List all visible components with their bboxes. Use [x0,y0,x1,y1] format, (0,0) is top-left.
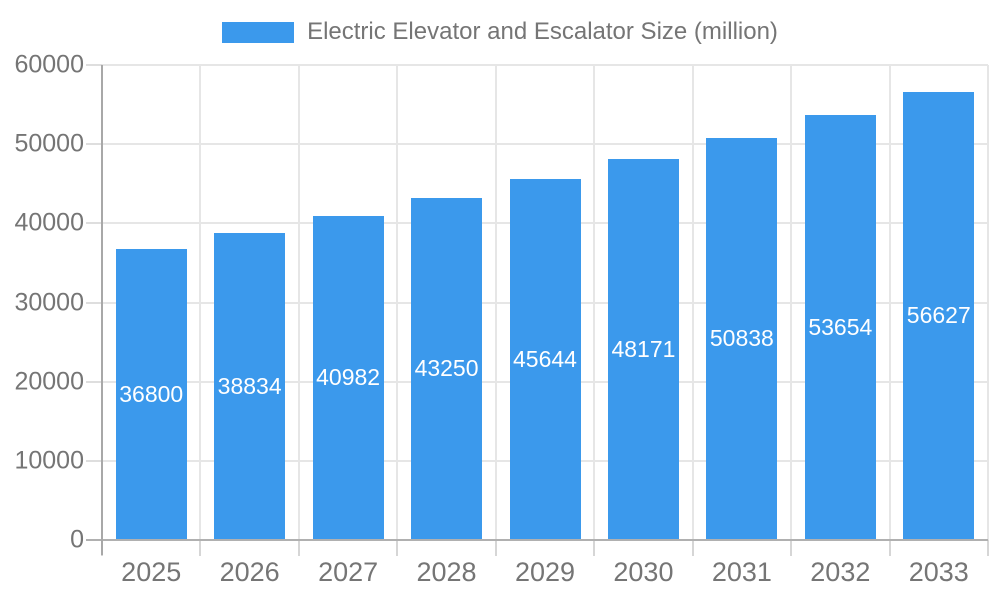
bar-value-label: 48171 [611,335,676,362]
y-tick-label: 0 [70,525,84,554]
y-tick-label: 10000 [14,446,84,475]
x-axis-tick [888,540,891,556]
bar-value-label: 43250 [414,355,479,382]
x-tick-label: 2026 [219,557,280,587]
y-tick-label: 60000 [14,50,84,79]
gridline-vertical [691,65,694,540]
bar-value-label: 36800 [119,380,184,407]
x-tick-label: 2025 [121,557,182,587]
legend: Electric Elevator and Escalator Size (mi… [0,18,1000,46]
bar-value-label: 56627 [906,302,971,329]
y-axis-tick [86,301,102,304]
gridline-vertical [790,65,793,540]
legend-swatch [222,21,295,43]
bar-value-label: 50838 [709,325,774,352]
gridline-vertical [987,65,989,540]
x-axis-tick [297,540,300,556]
x-tick-label: 2027 [318,557,379,587]
bar: 36800 [115,248,187,540]
bar: 45644 [509,178,581,540]
gridline-horizontal [102,143,988,146]
bar: 38834 [214,232,286,540]
y-axis-line [101,65,103,555]
y-tick-label: 40000 [14,208,84,237]
y-axis-tick [86,222,102,225]
bar: 50838 [706,137,778,540]
bar: 53654 [804,115,876,540]
x-tick-label: 2029 [514,557,576,587]
x-tick-label: 2032 [810,557,871,587]
bar-value-label: 45644 [513,345,577,372]
gridline-horizontal [102,64,988,66]
plot-area: 36800 38834 40982 43250 45644 48171 50838 53654… [86,64,989,556]
x-axis-tick [396,540,399,556]
x-tick-label: 2030 [613,557,674,587]
gridline-vertical [297,65,300,540]
gridline-vertical [888,65,891,540]
gridline-vertical [396,65,399,540]
y-axis-tick [86,380,102,383]
bar: 48171 [607,158,679,540]
gridline-vertical [199,65,202,540]
y-tick-label: 30000 [14,288,84,316]
x-axis-tick [987,540,989,556]
x-axis-tick [691,540,694,556]
x-tick-label: 2031 [711,557,772,587]
x-axis-tick [790,540,793,556]
gridline-vertical [593,65,596,540]
x-axis-tick [199,540,202,556]
bar-value-label: 53654 [808,314,873,341]
bar-value-label: 38834 [217,372,282,399]
y-axis-tick [86,459,102,462]
bar: 40982 [312,215,384,540]
bar: 43250 [411,197,483,540]
y-axis-tick [86,143,102,146]
legend-label: Electric Elevator and Escalator Size (mi… [307,18,778,45]
bar-value-label: 40982 [316,364,381,391]
x-tick-label: 2028 [416,557,477,587]
gridline-vertical [494,65,497,540]
x-axis-tick [593,540,596,556]
x-tick-label: 2033 [908,557,969,587]
y-tick-label: 50000 [14,129,84,158]
bar: 56627 [903,91,975,540]
x-axis-tick [494,540,497,556]
y-tick-label: 20000 [14,367,84,396]
y-axis-tick [86,64,102,66]
x-axis-line [86,539,988,541]
